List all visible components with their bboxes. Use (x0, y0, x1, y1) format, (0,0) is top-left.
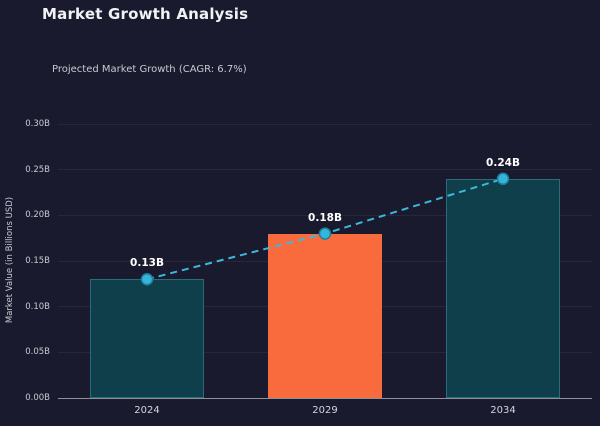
y-tick-label: 0.05B (25, 347, 50, 358)
value-label: 0.13B (130, 257, 164, 270)
chart-title: Market Growth Analysis (42, 5, 249, 23)
trend-line-overlay (140, 172, 510, 286)
gridline (58, 214, 592, 216)
gridline (58, 169, 592, 171)
y-tick-label: 0.00B (25, 393, 50, 403)
x-tick-label: 2024 (134, 405, 160, 416)
y-tick-label: 0.20B (25, 210, 50, 221)
value-label: 0.18B (308, 211, 342, 224)
y-tick-label: 0.25B (25, 164, 50, 175)
x-tick-label: 2034 (490, 405, 516, 416)
data-point-marker (140, 273, 154, 286)
bar (268, 233, 382, 398)
data-point-marker (318, 227, 332, 240)
x-tick-label: 2029 (312, 405, 338, 416)
y-tick-label: 0.10B (25, 301, 50, 312)
value-label: 0.24B (486, 156, 520, 169)
plot-area: 0.00B 0.05B 0.10B 0.15B 0.20B 0.25B 0.30B 0.13B… (25, 119, 592, 416)
data-point-marker (496, 172, 510, 186)
chart-subtitle: Projected Market Growth (CAGR: 6.7%) (52, 64, 247, 75)
gridline (58, 123, 592, 125)
y-tick-label: 0.30B (25, 119, 50, 129)
y-tick-label: 0.15B (25, 256, 50, 266)
